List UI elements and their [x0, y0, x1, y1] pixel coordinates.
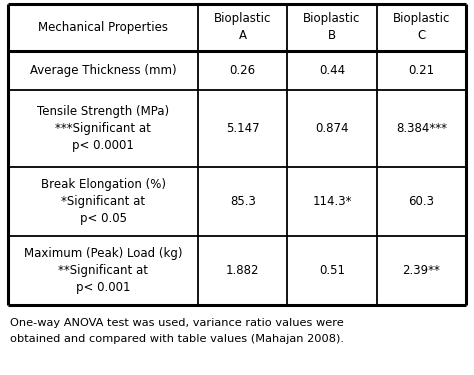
- Text: Average Thickness (mm): Average Thickness (mm): [30, 64, 176, 77]
- Text: Maximum (Peak) Load (kg)
**Significant at
p< 0.001: Maximum (Peak) Load (kg) **Significant a…: [24, 247, 182, 294]
- Text: 85.3: 85.3: [230, 195, 255, 208]
- Text: Bioplastic
A: Bioplastic A: [214, 12, 272, 42]
- Text: 0.874: 0.874: [315, 122, 349, 135]
- Text: 1.882: 1.882: [226, 264, 259, 277]
- Text: Break Elongation (%)
*Significant at
p< 0.05: Break Elongation (%) *Significant at p< …: [41, 178, 165, 225]
- Text: Mechanical Properties: Mechanical Properties: [38, 21, 168, 34]
- Text: Bioplastic
B: Bioplastic B: [303, 12, 361, 42]
- Text: 0.44: 0.44: [319, 64, 345, 77]
- Text: 114.3*: 114.3*: [312, 195, 352, 208]
- Text: obtained and compared with table values (Mahajan 2008).: obtained and compared with table values …: [10, 334, 344, 344]
- Text: 8.384***: 8.384***: [396, 122, 447, 135]
- Text: 0.26: 0.26: [230, 64, 256, 77]
- Text: 60.3: 60.3: [408, 195, 434, 208]
- Text: 2.39**: 2.39**: [402, 264, 440, 277]
- Text: 5.147: 5.147: [226, 122, 260, 135]
- Text: Tensile Strength (MPa)
***Significant at
p< 0.0001: Tensile Strength (MPa) ***Significant at…: [37, 105, 169, 152]
- Text: 0.51: 0.51: [319, 264, 345, 277]
- Text: 0.21: 0.21: [408, 64, 434, 77]
- Text: Bioplastic
C: Bioplastic C: [392, 12, 450, 42]
- Text: One-way ANOVA test was used, variance ratio values were: One-way ANOVA test was used, variance ra…: [10, 318, 344, 328]
